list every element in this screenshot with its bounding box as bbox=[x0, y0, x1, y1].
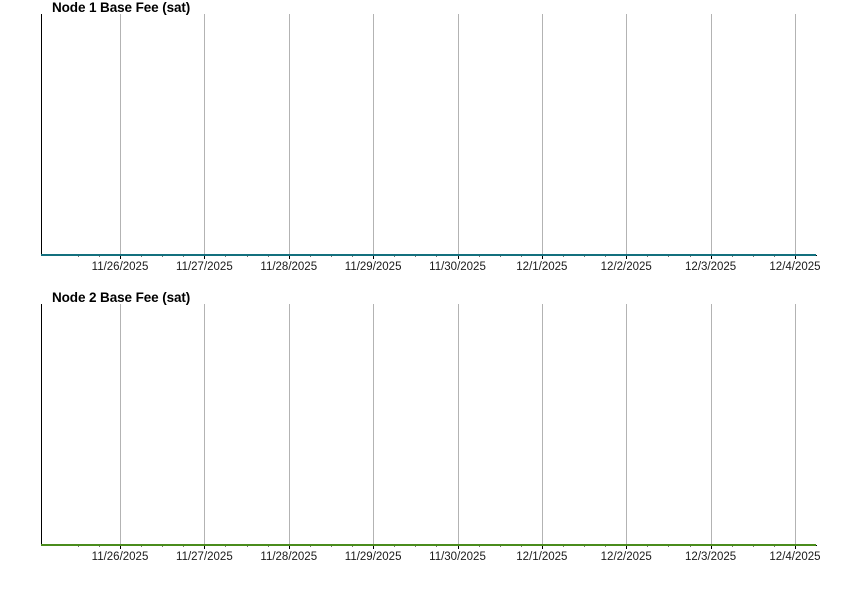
series-line-node-1-base-fee bbox=[41, 254, 816, 256]
gridline bbox=[457, 14, 459, 256]
x-axis-tick-label: 11/29/2025 bbox=[344, 261, 402, 273]
series-line-node-2-base-fee bbox=[41, 544, 816, 546]
gridline bbox=[288, 304, 290, 546]
x-axis-tick bbox=[541, 545, 543, 549]
gridline bbox=[120, 304, 121, 546]
gridline bbox=[795, 14, 796, 256]
x-axis-tick-label: 12/1/2025 bbox=[516, 551, 568, 563]
x-axis-tick bbox=[541, 255, 543, 259]
gridline bbox=[541, 304, 543, 546]
minor-ticks-node-2 bbox=[41, 304, 816, 547]
x-axis-tick bbox=[120, 255, 121, 259]
x-axis-tick-label: 11/26/2025 bbox=[91, 261, 149, 273]
x-axis-tick-label: 11/26/2025 bbox=[91, 551, 149, 563]
x-axis-tick bbox=[795, 255, 796, 259]
gridline bbox=[288, 14, 290, 256]
gridline bbox=[626, 304, 628, 546]
x-axis-tick-label: 11/28/2025 bbox=[260, 261, 318, 273]
x-axis-tick bbox=[457, 255, 459, 259]
y-axis-line-node-2 bbox=[41, 304, 43, 546]
x-axis-tick-label: 11/30/2025 bbox=[429, 261, 486, 273]
chart-title-node-2: Node 2 Base Fee (sat) bbox=[52, 290, 191, 305]
gridlines-node-2 bbox=[41, 304, 816, 546]
x-axis-tick bbox=[204, 255, 206, 259]
gridline bbox=[457, 304, 459, 546]
gridline bbox=[710, 14, 712, 256]
x-axis-tick-label: 12/2/2025 bbox=[600, 551, 652, 563]
x-axis-tick-label: 12/1/2025 bbox=[516, 261, 568, 273]
x-axis-tick bbox=[120, 545, 121, 549]
x-axis-tick bbox=[626, 255, 628, 259]
gridline bbox=[626, 14, 628, 256]
gridline bbox=[204, 304, 206, 546]
chart-panel-node-1: Node 1 Base Fee (sat) 11/26/2025 11/27/20… bbox=[0, 0, 860, 290]
plot-area-node-1 bbox=[41, 14, 816, 257]
chart-title-node-1: Node 1 Base Fee (sat) bbox=[52, 0, 191, 15]
x-axis-tick-label: 12/3/2025 bbox=[685, 261, 737, 273]
x-axis-tick bbox=[710, 255, 712, 259]
x-axis-tick bbox=[204, 545, 206, 549]
x-axis-tick-label: 12/2/2025 bbox=[600, 261, 652, 273]
x-axis-tick bbox=[626, 545, 628, 549]
x-axis-tick bbox=[457, 545, 459, 549]
chart-panel-node-2: Node 2 Base Fee (sat) 11/26/2025 11/27/20… bbox=[0, 290, 860, 580]
x-axis-tick-label: 12/3/2025 bbox=[685, 551, 737, 563]
x-axis-tick bbox=[288, 255, 290, 259]
gridlines-node-1 bbox=[41, 14, 816, 256]
x-axis-tick-label: 11/30/2025 bbox=[429, 551, 486, 563]
gridline bbox=[541, 14, 543, 256]
gridline bbox=[120, 14, 121, 256]
gridline bbox=[710, 304, 712, 546]
x-axis-tick bbox=[710, 545, 712, 549]
x-axis-tick-label: 12/4/2025 bbox=[769, 261, 821, 273]
x-axis-tick-labels-node-1: 11/26/2025 11/27/2025 11/28/2025 11/29/2025… bbox=[0, 261, 860, 277]
minor-ticks-node-1 bbox=[41, 14, 816, 257]
gridline bbox=[373, 304, 375, 546]
gridline bbox=[373, 14, 375, 256]
x-axis-tick bbox=[795, 545, 796, 549]
x-axis-tick bbox=[288, 545, 290, 549]
x-axis-tick-label: 11/27/2025 bbox=[176, 551, 233, 563]
x-axis-tick-labels-node-2: 11/26/2025 11/27/2025 11/28/2025 11/29/2025… bbox=[0, 551, 860, 567]
gridline bbox=[795, 304, 796, 546]
plot-area-node-2 bbox=[41, 304, 816, 547]
x-axis-tick-label: 11/27/2025 bbox=[176, 261, 233, 273]
x-axis-tick bbox=[373, 545, 375, 549]
x-axis-tick-label: 12/4/2025 bbox=[769, 551, 821, 563]
gridline bbox=[204, 14, 206, 256]
y-axis-line-node-1 bbox=[41, 14, 43, 256]
x-axis-tick bbox=[373, 255, 375, 259]
x-axis-tick-label: 11/29/2025 bbox=[344, 551, 402, 563]
x-axis-tick-label: 11/28/2025 bbox=[260, 551, 318, 563]
